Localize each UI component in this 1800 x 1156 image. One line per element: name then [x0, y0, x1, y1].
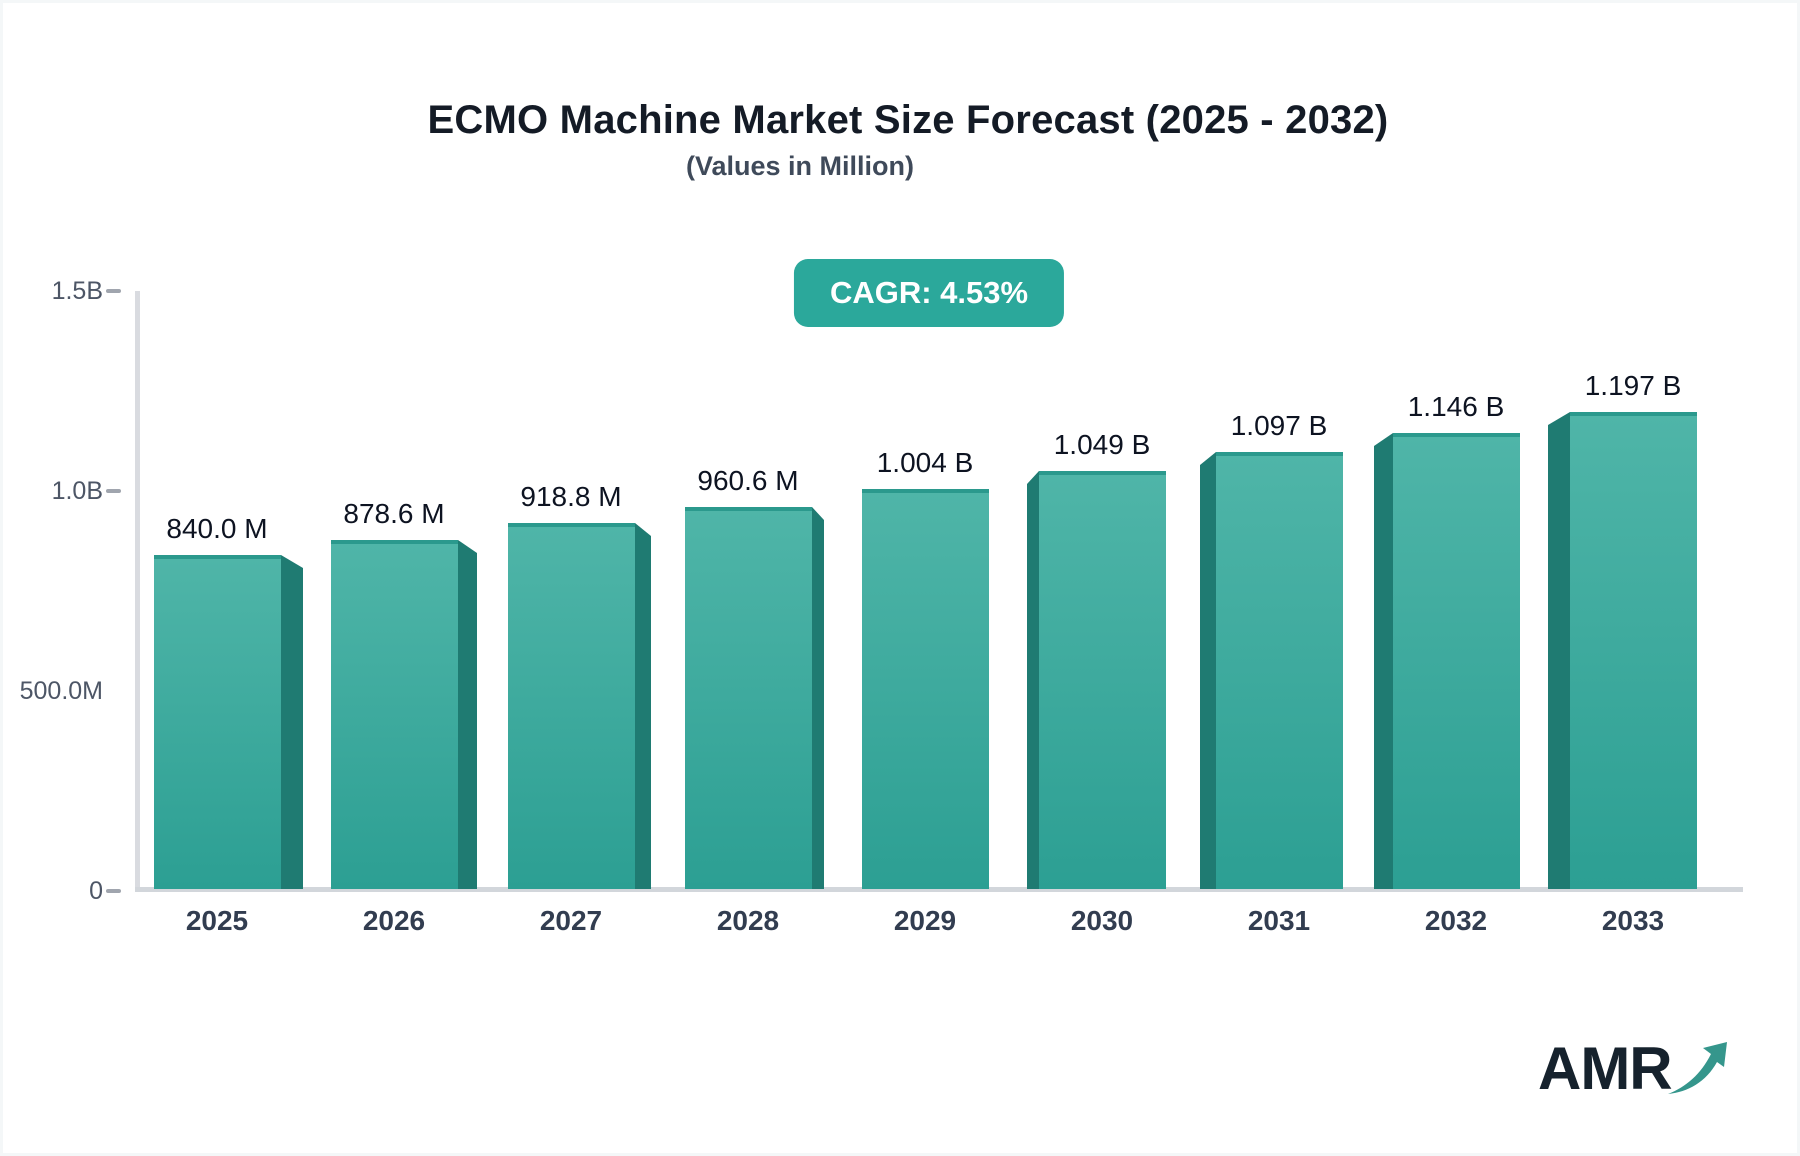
- bar-3d-side-2025: [281, 555, 303, 889]
- bar-3d-side-2033: [1548, 412, 1570, 889]
- x-axis-label-2026: 2026: [362, 905, 426, 936]
- x-axis-label-2031: 2031: [1247, 905, 1311, 936]
- bar-2030: [1039, 471, 1166, 889]
- bar-value-label-2026: 878.6 M: [343, 498, 445, 529]
- bar-value-label-2033: 1.197 B: [1584, 370, 1682, 401]
- bar-2033: [1570, 412, 1697, 889]
- bar-2027: [508, 523, 635, 889]
- x-axis-label-2030: 2030: [1070, 905, 1134, 936]
- y-axis-tick-label: 1.5B: [51, 277, 103, 305]
- bar-3d-side-2028: [812, 507, 824, 889]
- y-axis-tick-label: 500.0M: [19, 677, 103, 705]
- cagr-badge: CAGR: 4.53%: [793, 259, 1065, 327]
- trend-up-arrow-icon: [1667, 1042, 1727, 1094]
- bar-value-label-2025: 840.0 M: [166, 513, 268, 544]
- x-axis-label-2033: 2033: [1601, 905, 1665, 936]
- bar-2029: [862, 489, 989, 889]
- bar-value-label-2031: 1.097 B: [1230, 410, 1328, 441]
- bar-2026: [331, 540, 458, 889]
- bar-value-label-2030: 1.049 B: [1053, 429, 1151, 460]
- bar-value-label-2027: 918.8 M: [520, 481, 622, 512]
- bar-value-label-2032: 1.146 B: [1407, 391, 1505, 422]
- y-axis-tick-label: 0: [89, 877, 103, 905]
- bar-3d-side-2027: [635, 523, 651, 889]
- bar-2032: [1393, 433, 1520, 889]
- y-axis-tick-mark: [106, 289, 121, 293]
- x-axis-label-2025: 2025: [185, 905, 249, 936]
- y-axis-tick-label: 1.0B: [51, 477, 103, 505]
- bar-2025: [154, 555, 281, 889]
- x-axis-baseline: [135, 887, 1743, 892]
- bar-3d-side-2026: [458, 540, 477, 889]
- chart-title: ECMO Machine Market Size Forecast (2025 …: [427, 98, 1389, 142]
- bar-3d-side-2030: [1027, 471, 1039, 889]
- bar-3d-side-2032: [1374, 433, 1393, 889]
- bar-2031: [1216, 452, 1343, 889]
- x-axis-label-2032: 2032: [1424, 905, 1488, 936]
- bar-value-label-2029: 1.004 B: [876, 447, 974, 478]
- bar-2028: [685, 507, 812, 889]
- x-axis-label-2027: 2027: [539, 905, 603, 936]
- x-axis-label-2029: 2029: [893, 905, 957, 936]
- y-axis-line: [135, 291, 140, 892]
- y-axis-tick-mark: [106, 489, 121, 493]
- bar-value-label-2028: 960.6 M: [697, 465, 799, 496]
- amr-logo-text: AMR: [1538, 1035, 1673, 1102]
- chart-subtitle: (Values in Million): [685, 151, 915, 181]
- bar-3d-side-2031: [1200, 452, 1216, 889]
- x-axis-label-2028: 2028: [716, 905, 780, 936]
- y-axis-tick-mark: [106, 889, 121, 893]
- amr-logo: AMR: [1538, 1039, 1730, 1099]
